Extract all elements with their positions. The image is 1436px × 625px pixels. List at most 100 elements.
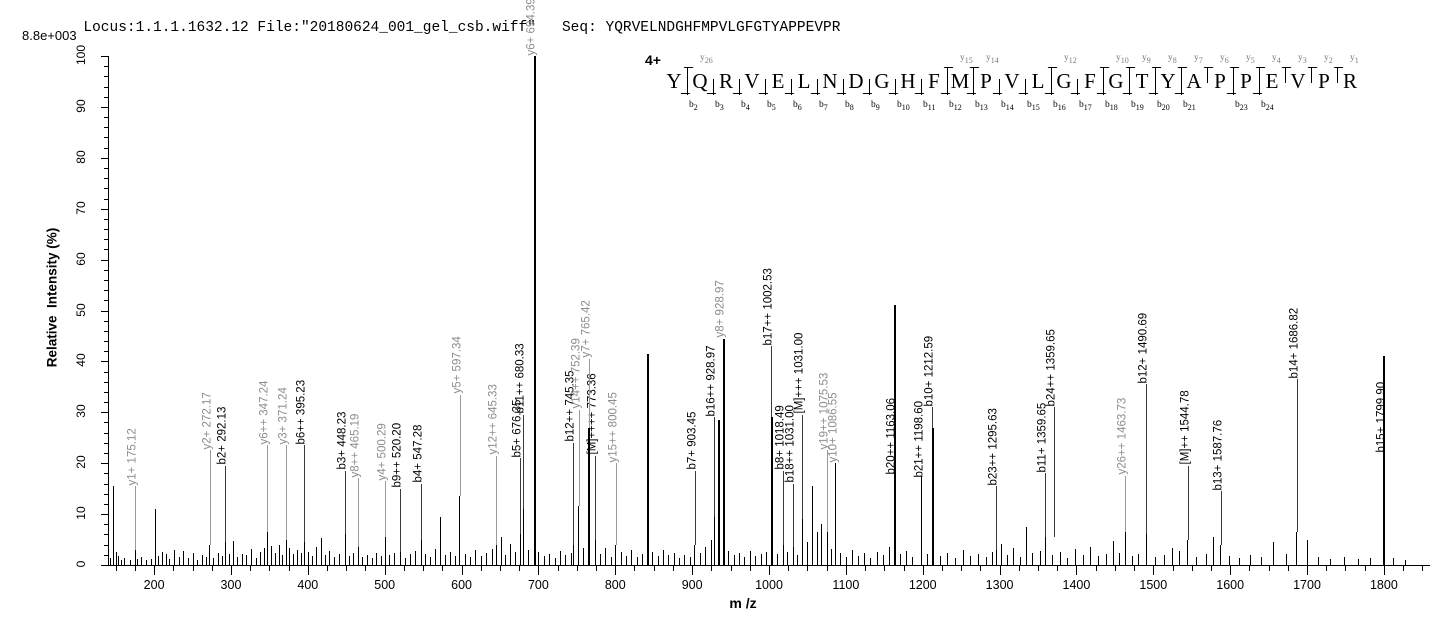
- residue-letter: F: [1084, 68, 1096, 93]
- b-ion-tag: b13: [975, 100, 988, 112]
- spectrum-peak: [197, 559, 199, 565]
- spectrum-peak: [420, 539, 422, 565]
- x-axis-minor-tick: [192, 566, 194, 571]
- y-axis-minor-tick: [104, 218, 108, 220]
- spectrum-peak: [792, 547, 794, 565]
- x-axis-minor-tick: [941, 566, 943, 571]
- spectrum-peak: [646, 353, 649, 565]
- spectrum-peak: [699, 553, 701, 565]
- x-axis-minor-tick: [1403, 566, 1405, 571]
- b-ion-tag: b2: [689, 100, 698, 112]
- spectrum-peak: [475, 550, 477, 565]
- spectrum-peak: [921, 475, 923, 565]
- y-axis-label: 90: [74, 99, 88, 113]
- peak-label-leader: [792, 483, 794, 548]
- y-axis-minor-tick: [104, 371, 108, 373]
- spectrum-peak: [770, 417, 773, 565]
- spectrum-peak: [505, 554, 507, 565]
- spectrum-peak: [1131, 555, 1133, 565]
- b-ion-bar: [1025, 79, 1026, 95]
- residue-letter: P: [980, 68, 992, 93]
- peak-annotation-label: b23++ 1295.63: [987, 407, 1000, 486]
- spectrum-peak: [1260, 557, 1262, 565]
- sequence-residue: y5 b23 P: [1220, 53, 1259, 112]
- spectrum-peak: [739, 552, 741, 565]
- spectrum-peak: [826, 531, 828, 565]
- b-ion-tag: b19: [1131, 100, 1144, 112]
- spectrum-peak: [1090, 546, 1092, 565]
- y-axis-line: [108, 56, 109, 565]
- spectrum-peak: [760, 554, 762, 565]
- b-ion-tag: b4: [741, 100, 750, 112]
- spectrum-peak: [1074, 549, 1076, 565]
- spectrum-peak: [806, 542, 808, 565]
- spectrum-peak: [523, 509, 525, 565]
- sequence-residue: b4 V: [726, 66, 765, 112]
- spectrum-peak: [241, 554, 243, 565]
- spectrum-peak: [112, 485, 114, 565]
- y-axis-tick: [101, 56, 108, 57]
- spectrum-peak: [1196, 556, 1198, 565]
- spectrum-peak: [161, 552, 163, 565]
- peak-label-leader: [1220, 491, 1222, 545]
- x-axis-label: 300: [220, 578, 242, 592]
- sequence-residue: y10 b18 G: [1090, 53, 1129, 112]
- x-axis-minor-tick: [1422, 566, 1424, 571]
- peak-annotation-label: [M]+++ 1031.00: [793, 332, 806, 414]
- peak-label-leader: [594, 455, 596, 540]
- spectrum-peak: [1007, 554, 1009, 565]
- y-axis-minor-tick: [104, 320, 108, 322]
- sequence-residue: y6 P: [1203, 53, 1233, 96]
- x-axis-minor-tick: [884, 566, 886, 571]
- y-ion-bar: [1285, 67, 1286, 83]
- peak-annotation-label: b12+ 1490.69: [1137, 312, 1150, 384]
- y-ion-tag: y4: [1272, 53, 1281, 65]
- y-ion-tag: y26: [700, 53, 713, 65]
- peak-annotation-label: b9++ 520.20: [391, 423, 404, 488]
- spectrum-peak: [1119, 552, 1121, 565]
- y-axis-minor-tick: [104, 249, 108, 251]
- spectrum-peak: [1019, 556, 1021, 565]
- spectrum-peak: [297, 549, 299, 565]
- residue-letter: N: [822, 68, 838, 93]
- b-ion-tag: b15: [1027, 100, 1040, 112]
- spectrum-peak: [206, 557, 208, 565]
- b-ion-bar: [843, 79, 844, 95]
- spectrum-peak: [285, 539, 287, 565]
- peak-annotation-label: y12++ 645.33: [487, 384, 500, 455]
- sequence-residue: b9 G: [856, 66, 895, 112]
- header-text: Locus:1.1.1.1632.12 File:"20180624_001_g…: [83, 20, 841, 36]
- x-axis-label: 1200: [908, 578, 937, 592]
- x-axis-label: 200: [143, 578, 165, 592]
- spectrum-peak: [610, 556, 612, 565]
- y-axis-minor-tick: [104, 422, 108, 424]
- peak-label-leader: [1054, 407, 1056, 538]
- sequence-residue: b8 D: [830, 66, 869, 112]
- residue-letter: D: [848, 68, 864, 93]
- peak-annotation-label: y15++ 800.45: [607, 391, 620, 463]
- x-axis-minor-tick: [346, 566, 348, 571]
- peak-label-leader: [224, 465, 226, 543]
- peak-label-leader: [1187, 465, 1189, 540]
- b-ion-bar: [999, 79, 1000, 95]
- x-axis-minor-tick: [1095, 566, 1097, 571]
- spectrum-peak: [870, 557, 872, 565]
- spectrum-peak: [278, 545, 280, 565]
- x-axis-minor-tick: [499, 566, 501, 571]
- spectrum-peak: [549, 553, 551, 565]
- spectrum-peak: [962, 549, 964, 565]
- spectrum-peak: [435, 548, 437, 565]
- y-axis-minor-tick: [104, 96, 108, 98]
- plot-area: y1+ 175.12 y2+ 272.17 b2+ 292.13 y6++ 347.2…: [108, 0, 1430, 565]
- residue-letter: R: [718, 68, 733, 93]
- y-axis-minor-tick: [104, 453, 108, 455]
- spectrum-peak: [264, 548, 266, 565]
- spectrum-peak: [1082, 554, 1084, 565]
- peak-label-leader: [357, 478, 359, 548]
- y-ion-bar: [973, 67, 974, 83]
- x-axis-minor-tick: [807, 566, 809, 571]
- b-ion-bar: [739, 79, 740, 95]
- spectrum-peak: [410, 554, 412, 565]
- y-ion-bar: [947, 67, 948, 83]
- spectrum-peak: [519, 534, 521, 565]
